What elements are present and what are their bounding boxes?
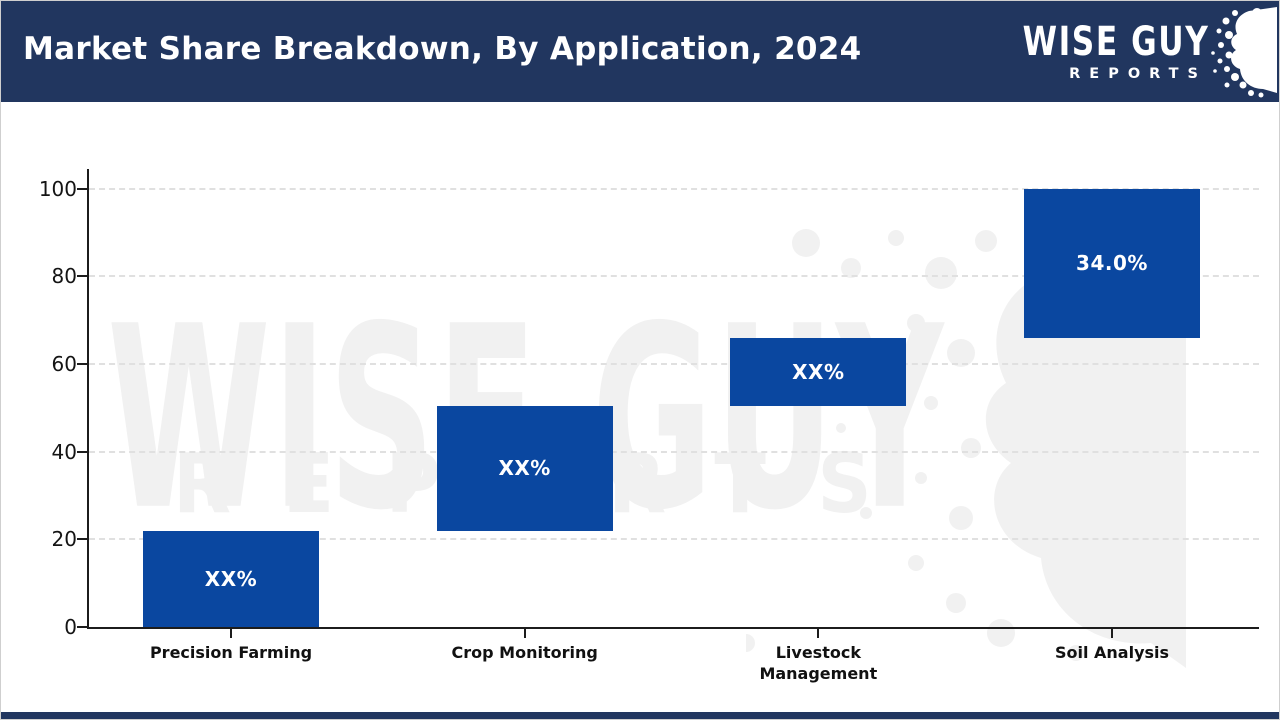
watermark-face-dots xyxy=(746,224,1186,668)
x-axis-line xyxy=(87,627,1259,629)
gridline xyxy=(89,187,1259,190)
y-tick-label: 20 xyxy=(51,527,77,552)
logo-wordmark: WISE GUY xyxy=(1022,19,1209,65)
y-tick-mark xyxy=(77,187,87,190)
plot-area: XX% XX% XX% 34.0% xyxy=(89,169,1263,627)
category-label: Crop Monitoring xyxy=(451,643,598,662)
x-tick-mark xyxy=(523,629,526,638)
gridline xyxy=(89,450,1259,453)
logo-face-dots-icon xyxy=(1211,7,1277,98)
x-tick-mark xyxy=(1111,629,1113,638)
y-tick-mark xyxy=(77,538,87,541)
y-tick-label: 100 xyxy=(38,176,77,201)
bar-value-label: XX% xyxy=(498,456,551,481)
gridline xyxy=(89,363,1259,366)
x-tick-mark xyxy=(817,629,820,638)
y-axis-line xyxy=(87,169,89,629)
gridline xyxy=(89,538,1259,541)
footer-bar xyxy=(1,712,1279,719)
y-tick-label: 60 xyxy=(51,352,77,377)
y-tick-mark xyxy=(77,275,87,278)
bar: 34.0% xyxy=(1024,188,1200,338)
category-label: Soil Analysis xyxy=(1054,643,1170,662)
gridline xyxy=(89,275,1259,278)
logo-subtitle: REPORTS xyxy=(1069,66,1207,82)
y-tick-mark xyxy=(77,450,87,453)
market-share-chart: XX% XX% XX% 34.0% 0 20 40 60 80 100 Precision Far… xyxy=(1,102,1279,714)
x-tick-mark xyxy=(230,629,232,638)
bar-value-label: XX% xyxy=(792,359,845,384)
category-label: Precision Farming xyxy=(149,643,313,662)
y-tick-label: 80 xyxy=(51,264,77,289)
bar: XX% xyxy=(436,405,613,531)
header-band: Market Share Breakdown, By Application, … xyxy=(1,1,1279,102)
bar: XX% xyxy=(730,337,907,406)
category-label: Livestock Management xyxy=(759,643,878,683)
page-title: Market Share Breakdown, By Application, … xyxy=(23,31,862,67)
bar-value-label: XX% xyxy=(204,566,258,591)
y-tick-label: 0 xyxy=(64,615,77,639)
logo: WISE GUY REPORTS xyxy=(970,19,1209,82)
y-tick-mark xyxy=(77,626,87,628)
y-tick-mark xyxy=(77,363,87,366)
bar-value-label: 34.0% xyxy=(1076,251,1148,276)
y-tick-label: 40 xyxy=(51,439,77,464)
bar: XX% xyxy=(143,530,319,627)
